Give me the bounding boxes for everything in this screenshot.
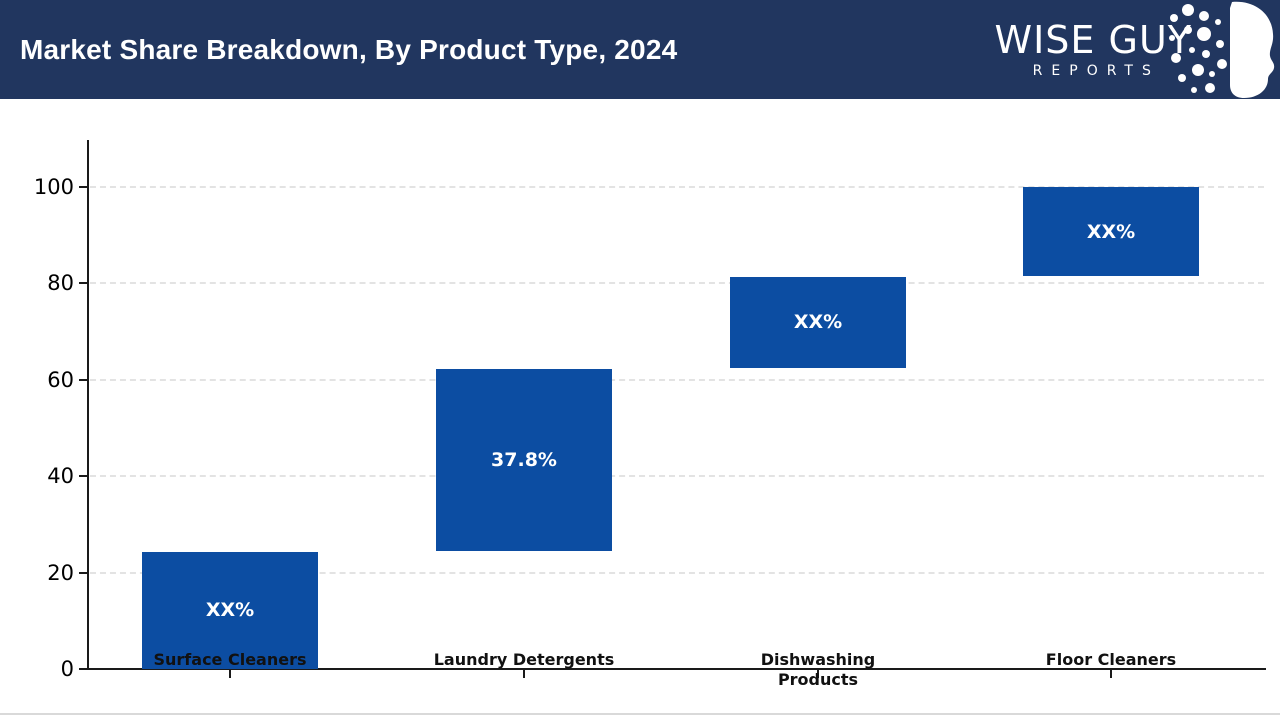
bar-value-label: 37.8%	[491, 448, 557, 471]
gridline-40	[90, 475, 1264, 478]
brand-logo-wiseguy: WISE GUY	[994, 18, 1192, 62]
y-tick-mark-40	[79, 475, 88, 478]
plot-area: 0 20 40 60 80 100 XX% Surface Cleaners 37.8% Laun…	[0, 99, 1280, 714]
gridline-80	[90, 282, 1264, 285]
y-axis-line	[87, 140, 89, 670]
gridline-20	[90, 571, 1264, 574]
header-bar: Market Share Breakdown, By Product Type,…	[0, 0, 1280, 99]
bar-1: XX%	[142, 551, 318, 669]
y-tick-mark-20	[79, 571, 88, 574]
brand-logo-head-icon	[1169, 1, 1275, 99]
y-tick-mark-80	[79, 282, 88, 285]
y-tick-mark-0	[79, 668, 88, 670]
x-axis-line	[87, 668, 1266, 670]
y-tick-label-40: 40	[47, 464, 74, 489]
x-tick-mark-3	[817, 670, 819, 678]
x-tick-mark-1	[229, 670, 231, 678]
y-tick-label-20: 20	[47, 560, 74, 585]
y-tick-label-0: 0	[60, 657, 74, 681]
y-tick-mark-100	[79, 186, 88, 188]
bar-4: XX%	[1023, 187, 1199, 277]
y-tick-label-60: 60	[47, 367, 74, 392]
x-tick-mark-4	[1110, 670, 1112, 678]
brand-logo: WISE GUY REPORTS	[970, 0, 1280, 99]
chart-title: Market Share Breakdown, By Product Type,…	[20, 33, 678, 65]
gridline-60	[90, 378, 1264, 381]
x-category-label-4: Floor Cleaners	[1045, 650, 1177, 669]
y-tick-label-80: 80	[47, 271, 74, 296]
y-tick-mark-60	[79, 378, 88, 381]
x-category-label-2: Laundry Detergents	[433, 650, 615, 669]
bar-2: 37.8%	[436, 368, 612, 551]
gridline-100	[90, 186, 1264, 188]
bar-value-label: XX%	[205, 599, 255, 622]
x-category-label-3: Dishwashing Products	[760, 650, 876, 689]
x-category-label-1: Surface Cleaners	[153, 650, 307, 669]
brand-logo-reports: REPORTS	[1032, 63, 1160, 79]
bar-value-label: XX%	[1086, 220, 1136, 243]
brand-logo-text: WISE GUY REPORTS	[995, 20, 1192, 80]
x-tick-mark-2	[523, 670, 525, 678]
y-tick-label-100: 100	[33, 175, 74, 199]
bar-3: XX%	[730, 277, 906, 368]
footer-divider	[0, 713, 1280, 715]
bar-value-label: XX%	[793, 311, 843, 334]
